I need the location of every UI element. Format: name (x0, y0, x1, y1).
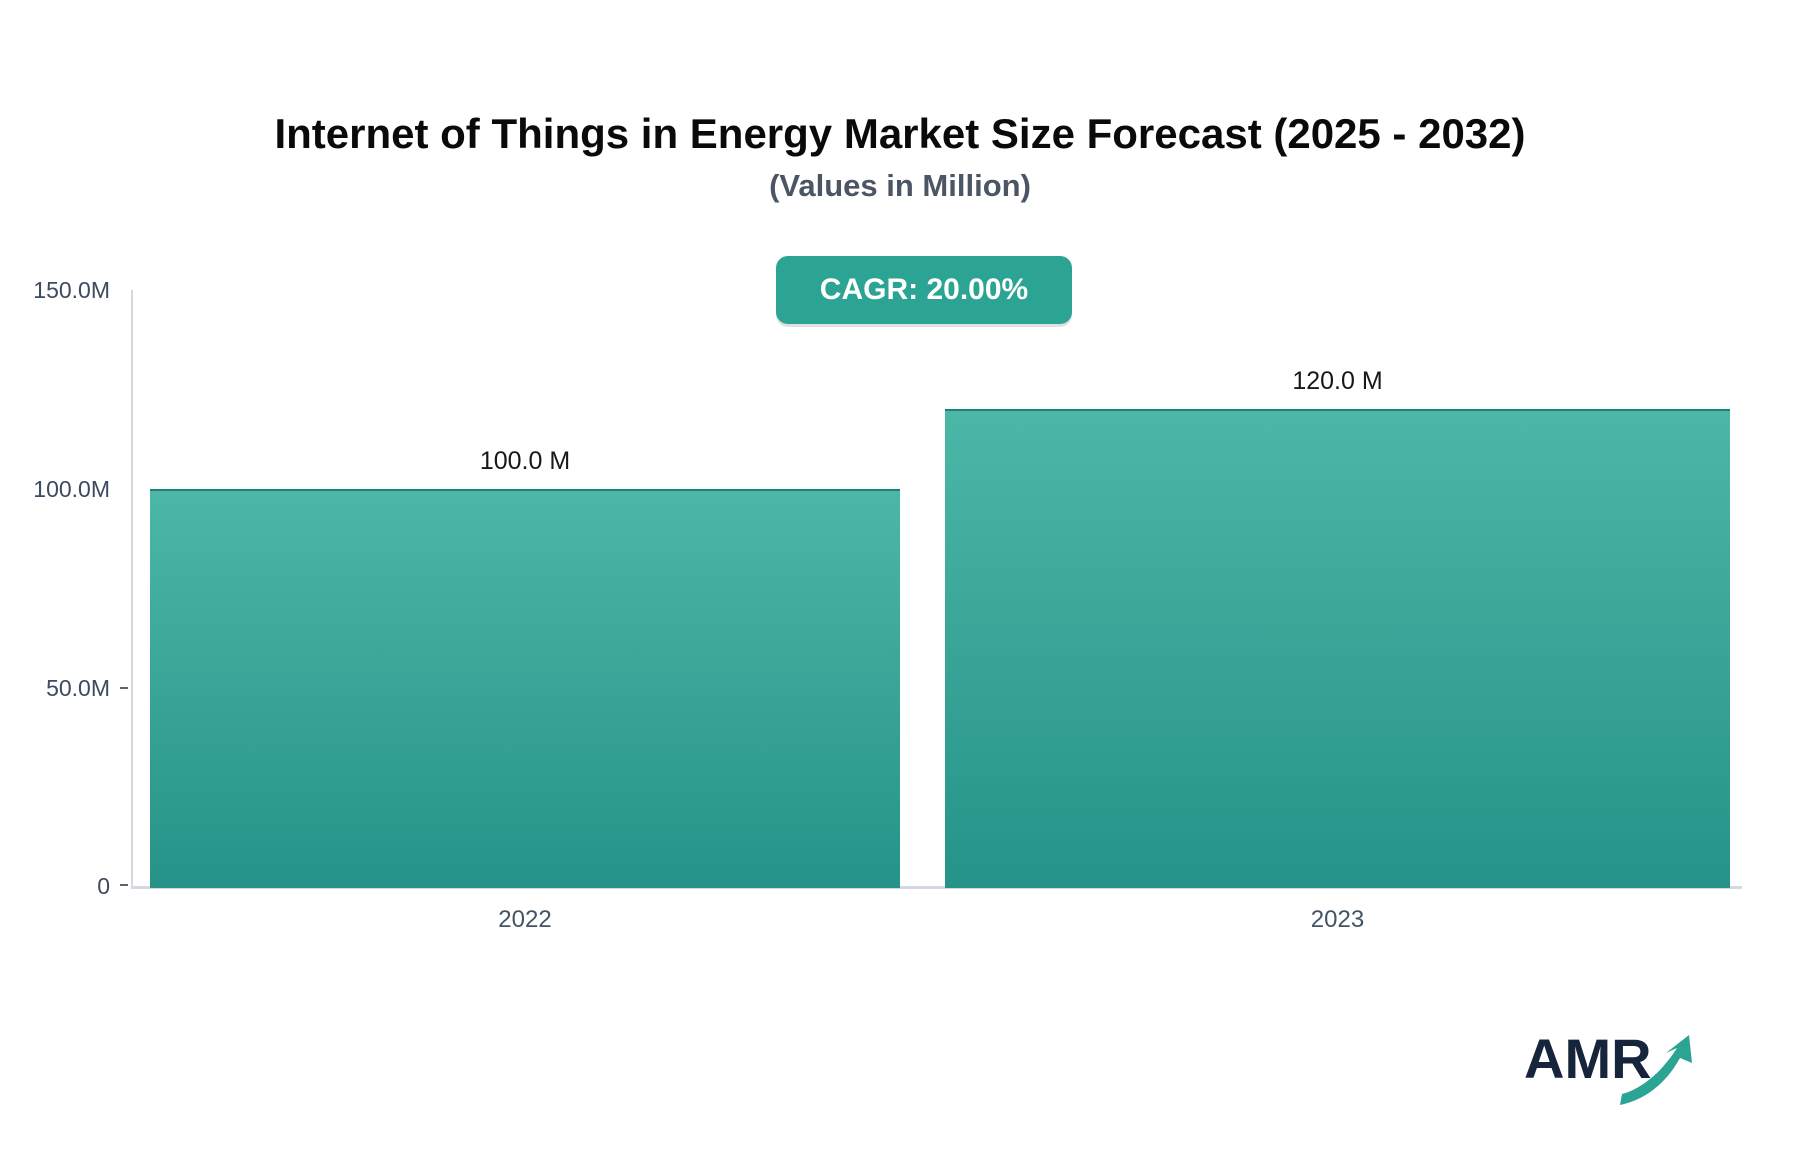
svg-text:AMR: AMR (1524, 1027, 1652, 1090)
